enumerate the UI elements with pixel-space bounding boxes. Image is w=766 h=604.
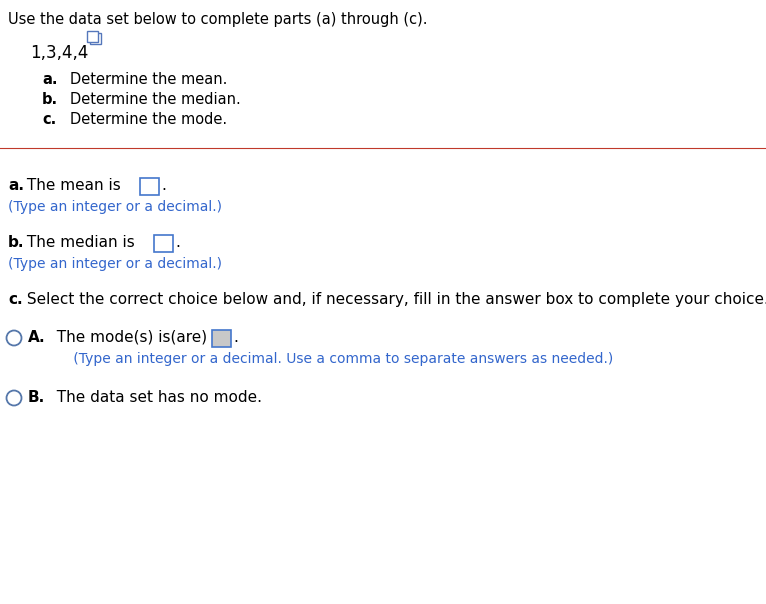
FancyBboxPatch shape [90,33,101,44]
Text: .: . [161,178,166,193]
FancyBboxPatch shape [87,31,98,42]
Text: a.: a. [42,72,57,87]
Text: (Type an integer or a decimal. Use a comma to separate answers as needed.): (Type an integer or a decimal. Use a com… [47,352,614,366]
Text: c.: c. [8,292,23,307]
Text: (Type an integer or a decimal.): (Type an integer or a decimal.) [8,200,222,214]
Text: Select the correct choice below and, if necessary, fill in the answer box to com: Select the correct choice below and, if … [22,292,766,307]
Text: a.: a. [8,178,24,193]
Text: c.: c. [42,112,56,127]
Text: The data set has no mode.: The data set has no mode. [47,390,262,405]
Text: .: . [233,330,238,345]
Text: B.: B. [28,390,45,405]
Text: Determine the mode.: Determine the mode. [70,112,228,127]
Text: Determine the median.: Determine the median. [70,92,241,107]
FancyBboxPatch shape [140,178,159,195]
FancyBboxPatch shape [154,235,173,252]
FancyBboxPatch shape [212,330,231,347]
Text: The mean is: The mean is [22,178,126,193]
Text: A.: A. [28,330,46,345]
Text: .: . [175,235,180,250]
Text: (Type an integer or a decimal.): (Type an integer or a decimal.) [8,257,222,271]
Text: The median is: The median is [22,235,139,250]
Text: Determine the mean.: Determine the mean. [70,72,228,87]
Text: Use the data set below to complete parts (a) through (c).: Use the data set below to complete parts… [8,12,427,27]
Text: b.: b. [8,235,25,250]
Text: The mode(s) is(are): The mode(s) is(are) [47,330,212,345]
Text: b.: b. [42,92,58,107]
Text: 1,3,4,4: 1,3,4,4 [30,44,88,62]
